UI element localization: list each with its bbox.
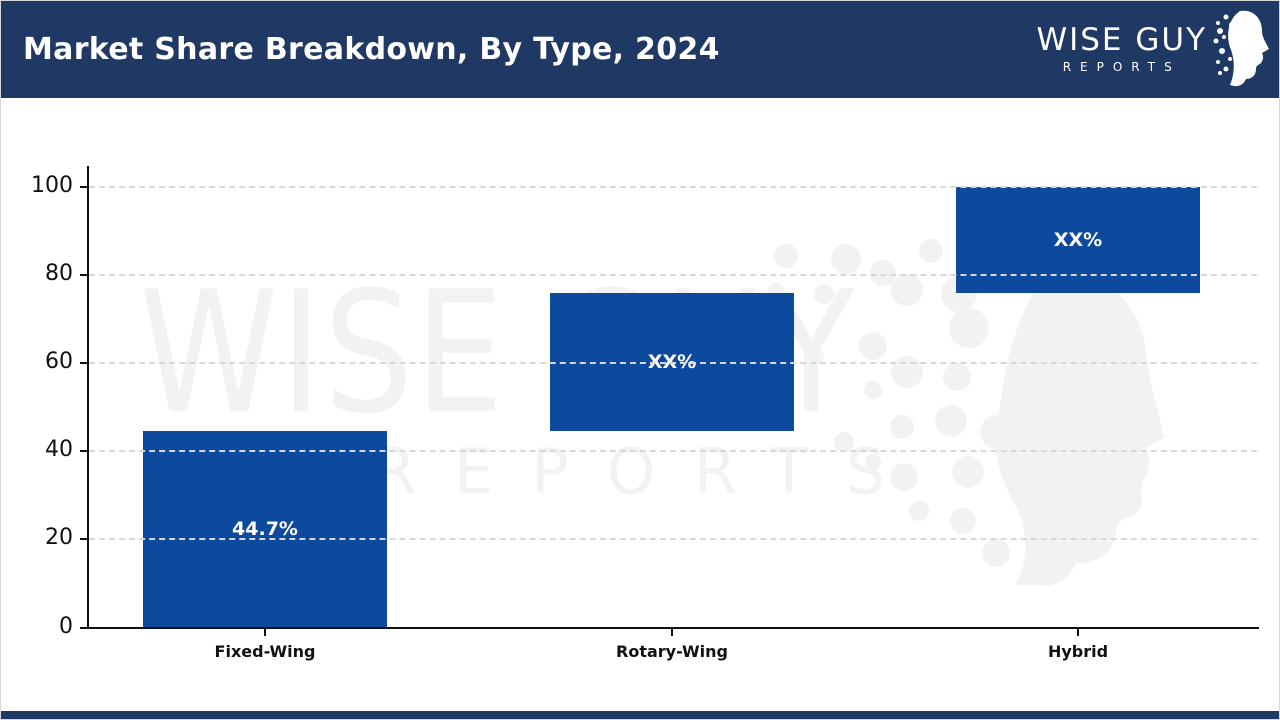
y-tick-label: 0: [59, 613, 73, 639]
y-axis: [87, 166, 89, 629]
y-tick-label: 80: [45, 261, 73, 287]
x-category-label: Hybrid: [1047, 642, 1109, 661]
x-category-label: Rotary-Wing: [616, 642, 728, 661]
bar: XX%: [956, 187, 1200, 293]
gridline: [89, 362, 1257, 365]
bar-value-label: 44.7%: [232, 518, 298, 541]
x-tick: [1077, 629, 1079, 636]
y-tick: [80, 274, 88, 277]
header-bar: Market Share Breakdown, By Type, 2024 WI…: [1, 1, 1279, 98]
brand-name: WISE GUY: [1036, 22, 1207, 58]
brand-logo: WISE GUY REPORTS: [1036, 7, 1271, 93]
y-tick: [80, 626, 88, 629]
footer-bar: [1, 711, 1279, 719]
x-tick: [264, 629, 266, 636]
bar-value-label: XX%: [647, 350, 697, 373]
y-tick-label: 20: [45, 525, 73, 551]
brand-wordmark: WISE GUY REPORTS: [1036, 22, 1207, 75]
y-tick: [80, 186, 88, 188]
y-tick-label: 40: [45, 437, 73, 463]
bar: 44.7%: [143, 430, 387, 628]
y-tick-label: 60: [45, 349, 73, 375]
bar: XX%: [550, 292, 794, 431]
brand-subtitle: REPORTS: [1062, 60, 1181, 74]
bar-value-label: XX%: [1053, 228, 1103, 251]
watermark-head-icon: [746, 213, 1176, 592]
x-axis: [87, 627, 1259, 629]
y-tick: [80, 450, 88, 453]
gridline: [89, 274, 1257, 277]
y-tick-label: 100: [31, 173, 73, 198]
brand-face-icon: [1209, 7, 1271, 93]
x-category-label: Fixed-Wing: [214, 642, 316, 661]
y-tick: [80, 538, 88, 541]
page-title: Market Share Breakdown, By Type, 2024: [23, 32, 720, 67]
gridline: [89, 186, 1257, 188]
y-tick: [80, 362, 88, 365]
x-tick: [671, 629, 673, 636]
gridline: [89, 450, 1257, 453]
gridline: [89, 538, 1257, 541]
